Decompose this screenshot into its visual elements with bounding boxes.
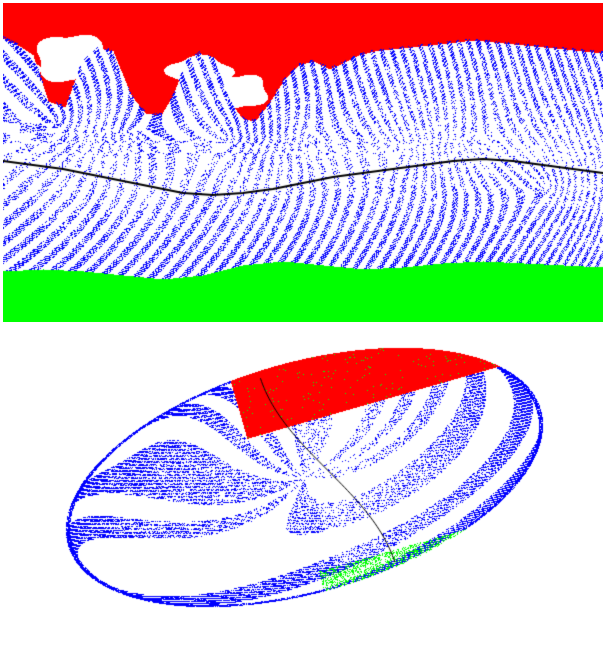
panel-orthographic-globe	[0, 340, 603, 640]
globe-stipple-canvas	[0, 340, 603, 640]
panel-equirectangular-map	[3, 3, 603, 322]
map-stipple-canvas	[3, 3, 603, 322]
